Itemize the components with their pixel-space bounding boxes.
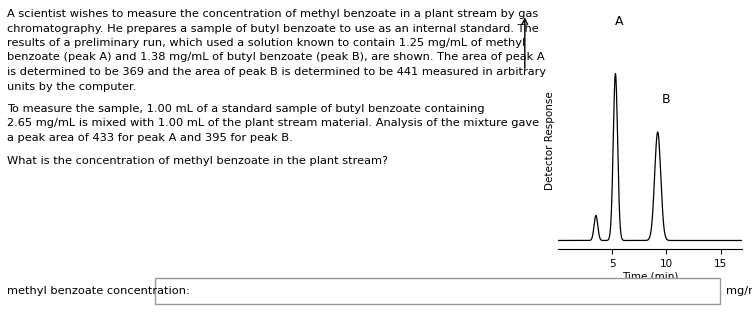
Text: A scientist wishes to measure the concentration of methyl benzoate in a plant st: A scientist wishes to measure the concen… [7,9,538,19]
Text: units by the computer.: units by the computer. [7,81,136,92]
Text: mg/mL: mg/mL [726,286,752,296]
Text: chromatography. He prepares a sample of butyl benzoate to use as an internal sta: chromatography. He prepares a sample of … [7,24,538,33]
Text: results of a preliminary run, which used a solution known to contain 1.25 mg/mL : results of a preliminary run, which used… [7,38,525,48]
Text: A: A [614,15,623,28]
Text: B: B [662,93,671,107]
Y-axis label: Detector Response: Detector Response [545,91,555,190]
Text: 2.65 mg/mL is mixed with 1.00 mL of the plant stream material. Analysis of the m: 2.65 mg/mL is mixed with 1.00 mL of the … [7,118,539,129]
Text: is determined to be 369 and the area of peak B is determined to be 441 measured : is determined to be 369 and the area of … [7,67,546,77]
Text: benzoate (peak A) and 1.38 mg/mL of butyl benzoate (peak B), are shown. The area: benzoate (peak A) and 1.38 mg/mL of buty… [7,53,544,63]
Text: What is the concentration of methyl benzoate in the plant stream?: What is the concentration of methyl benz… [7,155,388,166]
Text: To measure the sample, 1.00 mL of a standard sample of butyl benzoate containing: To measure the sample, 1.00 mL of a stan… [7,104,484,114]
Text: methyl benzoate concentration:: methyl benzoate concentration: [7,286,190,296]
FancyBboxPatch shape [155,278,720,304]
Text: a peak area of 433 for peak A and 395 for peak B.: a peak area of 433 for peak A and 395 fo… [7,133,293,143]
X-axis label: Time (min): Time (min) [622,271,678,281]
